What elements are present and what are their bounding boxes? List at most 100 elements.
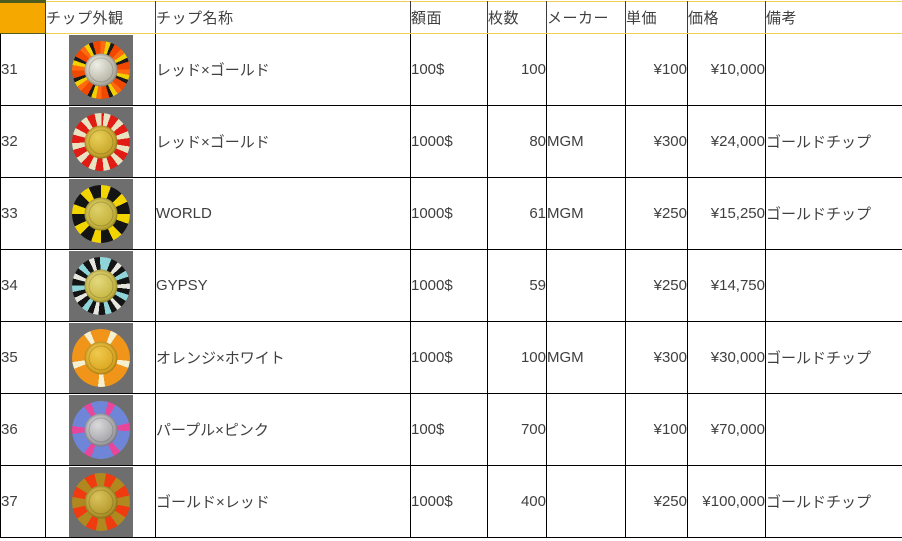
cell-count[interactable]: 700 (487, 393, 547, 466)
cell-denomination[interactable]: 100$ (410, 393, 488, 466)
header-chip-name[interactable]: チップ名称 (155, 1, 411, 34)
cell-price[interactable]: ¥70,000 (687, 393, 766, 466)
header-maker[interactable]: メーカー (546, 1, 626, 34)
cell-price[interactable]: ¥15,250 (687, 177, 766, 250)
cell-price[interactable]: ¥14,750 (687, 249, 766, 322)
cell-unit-price[interactable]: ¥250 (625, 177, 688, 250)
table-row[interactable]: 34 GYPSY 1000$ 59 ¥250 ¥14,750 (0, 249, 902, 322)
cell-chip-name[interactable]: WORLD (155, 177, 411, 250)
cell-chip-image[interactable] (45, 105, 156, 178)
poker-chip-icon (71, 184, 130, 243)
cell-price[interactable]: ¥100,000 (687, 465, 766, 538)
cell-row-number[interactable]: 36 (0, 393, 46, 466)
cell-chip-image[interactable] (45, 393, 156, 466)
chip-center (84, 269, 117, 302)
chip-center (84, 125, 117, 158)
poker-chip-icon (71, 40, 130, 99)
cell-denomination[interactable]: 100$ (410, 33, 488, 106)
header-unit-price[interactable]: 単価 (625, 1, 688, 34)
cell-unit-price[interactable]: ¥250 (625, 465, 688, 538)
chip-photo (68, 250, 133, 321)
cell-note[interactable]: ゴールドチップ (765, 177, 902, 250)
cell-unit-price[interactable]: ¥300 (625, 105, 688, 178)
chip-center (84, 53, 117, 86)
cell-chip-name[interactable]: オレンジ×ホワイト (155, 321, 411, 394)
cell-chip-name[interactable]: パープル×ピンク (155, 393, 411, 466)
cell-maker[interactable] (546, 465, 626, 538)
table-row[interactable]: 32 レッド×ゴールド 1000$ 80 MGM ¥300 ¥24,000 ゴー… (0, 105, 902, 178)
header-note[interactable]: 備考 (765, 1, 902, 34)
cell-chip-image[interactable] (45, 321, 156, 394)
cell-chip-name[interactable]: GYPSY (155, 249, 411, 322)
cell-price[interactable]: ¥24,000 (687, 105, 766, 178)
cell-count[interactable]: 400 (487, 465, 547, 538)
cell-chip-name[interactable]: レッド×ゴールド (155, 105, 411, 178)
table-row[interactable]: 36 パープル×ピンク 100$ 700 ¥100 ¥70,000 (0, 393, 902, 466)
cell-chip-image[interactable] (45, 465, 156, 538)
cell-price[interactable]: ¥10,000 (687, 33, 766, 106)
cell-note[interactable]: ゴールドチップ (765, 105, 902, 178)
cell-count[interactable]: 61 (487, 177, 547, 250)
chip-photo (68, 106, 133, 177)
chip-photo (68, 394, 133, 465)
cell-maker[interactable] (546, 249, 626, 322)
header-row-number[interactable] (0, 0, 46, 34)
cell-denomination[interactable]: 1000$ (410, 249, 488, 322)
cell-denomination[interactable]: 1000$ (410, 465, 488, 538)
table-header: チップ外観 チップ名称 額面 枚数 メーカー 単価 価格 備考 (0, 0, 902, 34)
cell-chip-image[interactable] (45, 249, 156, 322)
cell-chip-name[interactable]: レッド×ゴールド (155, 33, 411, 106)
cell-row-number[interactable]: 34 (0, 249, 46, 322)
cell-unit-price[interactable]: ¥250 (625, 249, 688, 322)
poker-chip-icon (71, 472, 130, 531)
cell-unit-price[interactable]: ¥300 (625, 321, 688, 394)
cell-count[interactable]: 59 (487, 249, 547, 322)
cell-row-number[interactable]: 37 (0, 465, 46, 538)
cell-note[interactable] (765, 393, 902, 466)
chip-center (84, 413, 117, 446)
header-denomination[interactable]: 額面 (410, 1, 488, 34)
cell-row-number[interactable]: 32 (0, 105, 46, 178)
header-count[interactable]: 枚数 (487, 1, 547, 34)
cell-chip-image[interactable] (45, 33, 156, 106)
cell-maker[interactable] (546, 33, 626, 106)
poker-chip-icon (71, 328, 130, 387)
cell-maker[interactable] (546, 393, 626, 466)
poker-chip-icon (71, 112, 130, 171)
cell-count[interactable]: 80 (487, 105, 547, 178)
cell-denomination[interactable]: 1000$ (410, 105, 488, 178)
header-row: チップ外観 チップ名称 額面 枚数 メーカー 単価 価格 備考 (0, 0, 902, 34)
header-price[interactable]: 価格 (687, 1, 766, 34)
poker-chip-icon (71, 400, 130, 459)
cell-count[interactable]: 100 (487, 33, 547, 106)
cell-unit-price[interactable]: ¥100 (625, 33, 688, 106)
header-chip-appearance[interactable]: チップ外観 (45, 1, 156, 34)
chip-photo (68, 322, 133, 393)
cell-note[interactable]: ゴールドチップ (765, 465, 902, 538)
cell-unit-price[interactable]: ¥100 (625, 393, 688, 466)
cell-maker[interactable]: MGM (546, 321, 626, 394)
table-row[interactable]: 35 オレンジ×ホワイト 1000$ 100 MGM ¥300 ¥30,000 … (0, 321, 902, 394)
cell-maker[interactable]: MGM (546, 105, 626, 178)
cell-price[interactable]: ¥30,000 (687, 321, 766, 394)
table-row[interactable]: 33 WORLD 1000$ 61 MGM ¥250 ¥15,250 ゴールドチ… (0, 177, 902, 250)
chip-center (84, 197, 117, 230)
cell-count[interactable]: 100 (487, 321, 547, 394)
cell-note[interactable]: ゴールドチップ (765, 321, 902, 394)
cell-chip-name[interactable]: ゴールド×レッド (155, 465, 411, 538)
cell-note[interactable] (765, 33, 902, 106)
chip-center (84, 341, 117, 374)
cell-row-number[interactable]: 33 (0, 177, 46, 250)
chip-center (84, 485, 117, 518)
cell-row-number[interactable]: 35 (0, 321, 46, 394)
table-row[interactable]: 31 レッド×ゴールド 100$ 100 ¥100 ¥10,000 (0, 33, 902, 106)
cell-denomination[interactable]: 1000$ (410, 177, 488, 250)
cell-row-number[interactable]: 31 (0, 33, 46, 106)
cell-note[interactable] (765, 249, 902, 322)
cell-chip-image[interactable] (45, 177, 156, 250)
table-row[interactable]: 37 ゴールド×レッド 1000$ 400 ¥250 ¥100,000 ゴールド… (0, 465, 902, 538)
cell-maker[interactable]: MGM (546, 177, 626, 250)
cell-denomination[interactable]: 1000$ (410, 321, 488, 394)
